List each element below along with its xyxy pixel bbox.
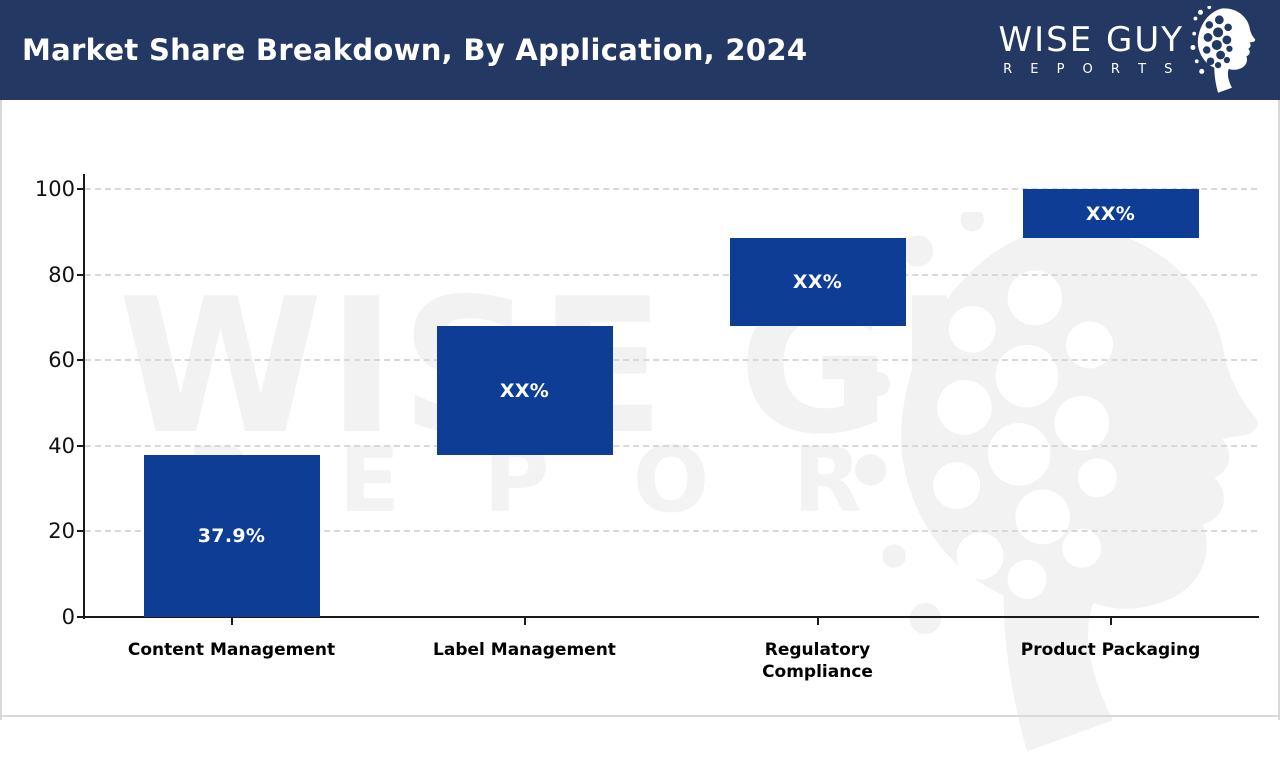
y-tick-label-60: 60 bbox=[48, 348, 75, 373]
bar-value-label-regulatory-compliance: XX% bbox=[792, 271, 843, 294]
y-tick-60 bbox=[77, 359, 85, 362]
y-axis-line bbox=[83, 174, 85, 619]
brand-logo: WISE GUY R E P O R T S bbox=[998, 5, 1262, 94]
y-tick-20 bbox=[77, 530, 85, 533]
y-tick-label-40: 40 bbox=[48, 433, 75, 458]
y-tick-label-80: 80 bbox=[48, 262, 75, 287]
brand-logo-text: WISE GUY R E P O R T S bbox=[998, 20, 1184, 77]
x-axis-line bbox=[83, 616, 1259, 618]
bar-content-management: 37.9% bbox=[143, 454, 320, 617]
bar-value-label-content-management: 37.9% bbox=[197, 524, 266, 547]
brand-name: WISE GUY bbox=[998, 20, 1184, 61]
brand-subtitle: R E P O R T S bbox=[1003, 61, 1180, 77]
y-tick-label-0: 0 bbox=[61, 605, 75, 629]
bar-product-packaging: XX% bbox=[1022, 189, 1199, 239]
x-tick-product-packaging bbox=[1109, 618, 1112, 625]
x-tick-label-management bbox=[523, 618, 526, 625]
x-tick-content-management bbox=[230, 618, 233, 625]
bar-value-label-label-management: XX% bbox=[499, 379, 550, 402]
y-tick-0 bbox=[77, 616, 85, 618]
page-border-right bbox=[1278, 100, 1280, 720]
gridline-40 bbox=[85, 444, 1257, 447]
bar-label-management: XX% bbox=[436, 326, 613, 455]
page-border-left bbox=[0, 100, 2, 720]
x-tick-label-content-management: Content Management bbox=[127, 640, 336, 660]
y-tick-label-100: 100 bbox=[34, 177, 75, 201]
x-tick-label-label-management: Label Management bbox=[433, 640, 616, 660]
gridline-100 bbox=[85, 188, 1257, 190]
gridline-60 bbox=[85, 359, 1257, 362]
page-title: Market Share Breakdown, By Application, … bbox=[22, 33, 808, 67]
y-tick-80 bbox=[77, 273, 85, 276]
x-tick-label-regulatory-compliance: Regulatory Compliance bbox=[762, 640, 873, 683]
bar-regulatory-compliance: XX% bbox=[729, 238, 906, 327]
page-border-bottom bbox=[0, 715, 1280, 717]
plot-area: 0 20 40 60 80 100 37.9% Content Management XX% La… bbox=[34, 174, 1259, 683]
bar-value-label-product-packaging: XX% bbox=[1085, 202, 1136, 225]
x-tick-regulatory-compliance bbox=[816, 618, 819, 625]
header: Market Share Breakdown, By Application, … bbox=[0, 0, 1280, 100]
x-tick-label-product-packaging: Product Packaging bbox=[1020, 640, 1201, 660]
gridline-80 bbox=[85, 273, 1257, 276]
wiseguy-head-icon bbox=[1188, 5, 1262, 94]
y-tick-100 bbox=[77, 188, 85, 190]
y-tick-label-20: 20 bbox=[48, 519, 75, 544]
y-tick-40 bbox=[77, 444, 85, 447]
gridline-20 bbox=[85, 530, 1257, 533]
